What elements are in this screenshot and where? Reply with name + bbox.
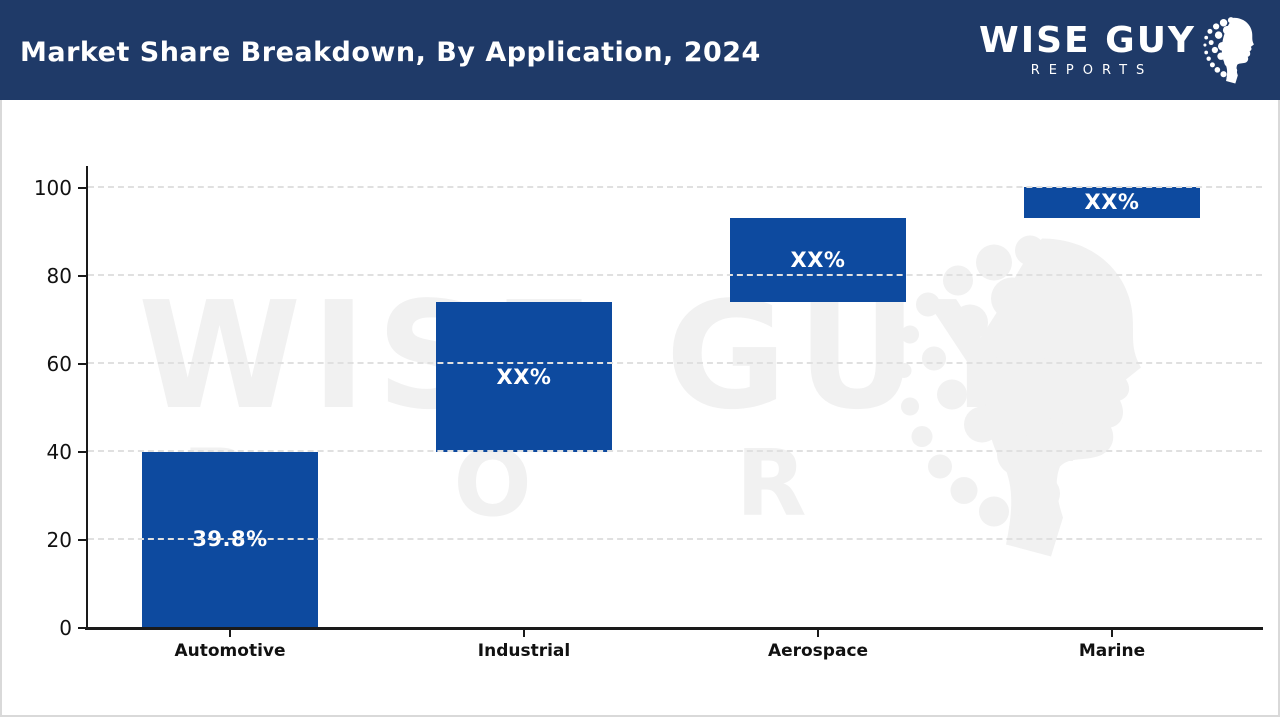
y-tick-mark — [78, 539, 86, 541]
category-label-aerospace: Aerospace — [767, 641, 869, 661]
bar-industrial: XX% — [436, 302, 612, 452]
bar-value-label: XX% — [790, 248, 846, 273]
bar-aerospace: XX% — [730, 217, 906, 303]
gridline-60 — [88, 362, 1262, 364]
y-axis-line — [86, 166, 88, 630]
y-tick-label: 20 — [46, 528, 72, 552]
page-title: Market Share Breakdown, By Application, … — [20, 36, 761, 68]
y-tick-label: 60 — [46, 352, 72, 376]
gridline-80 — [88, 274, 1262, 276]
x-tick-mark — [229, 630, 231, 637]
y-tick-label: 40 — [46, 440, 72, 464]
x-tick-mark — [817, 630, 819, 637]
bar-value-label: XX% — [1084, 190, 1140, 215]
gridline-40 — [88, 450, 1262, 452]
y-tick-label: 100 — [33, 176, 72, 200]
bar-value-label: XX% — [496, 365, 552, 390]
gridline-20 — [88, 538, 1262, 540]
header: Market Share Breakdown, By Application, … — [0, 0, 1280, 100]
bar-marine: XX% — [1024, 187, 1200, 218]
gridline-100 — [88, 186, 1262, 188]
x-tick-mark — [523, 630, 525, 637]
x-axis-line — [85, 627, 1263, 630]
x-tick-mark — [1111, 630, 1113, 637]
y-tick-mark — [78, 451, 86, 453]
logo-subtitle: REPORTS — [1030, 63, 1154, 78]
waterfall-chart: 0 20 40 60 80 100 39.8% Automotive XX% Industrial… — [0, 100, 1280, 720]
category-label-automotive: Automotive — [174, 641, 286, 661]
logo-face-dots-icon — [1203, 17, 1254, 84]
y-tick-label: 0 — [59, 616, 72, 640]
y-tick-mark — [78, 187, 86, 189]
logo-text: WISE GUY REPORTS — [978, 20, 1196, 78]
y-tick-label: 80 — [46, 264, 72, 288]
wise-guy-reports-logo: WISE GUY REPORTS — [979, 8, 1262, 92]
y-tick-mark — [78, 275, 86, 277]
category-label-marine: Marine — [1078, 641, 1146, 661]
y-tick-mark — [78, 363, 86, 365]
category-label-industrial: Industrial — [477, 641, 571, 661]
y-tick-mark — [78, 627, 86, 629]
logo-wordmark: WISE GUY — [978, 20, 1196, 61]
